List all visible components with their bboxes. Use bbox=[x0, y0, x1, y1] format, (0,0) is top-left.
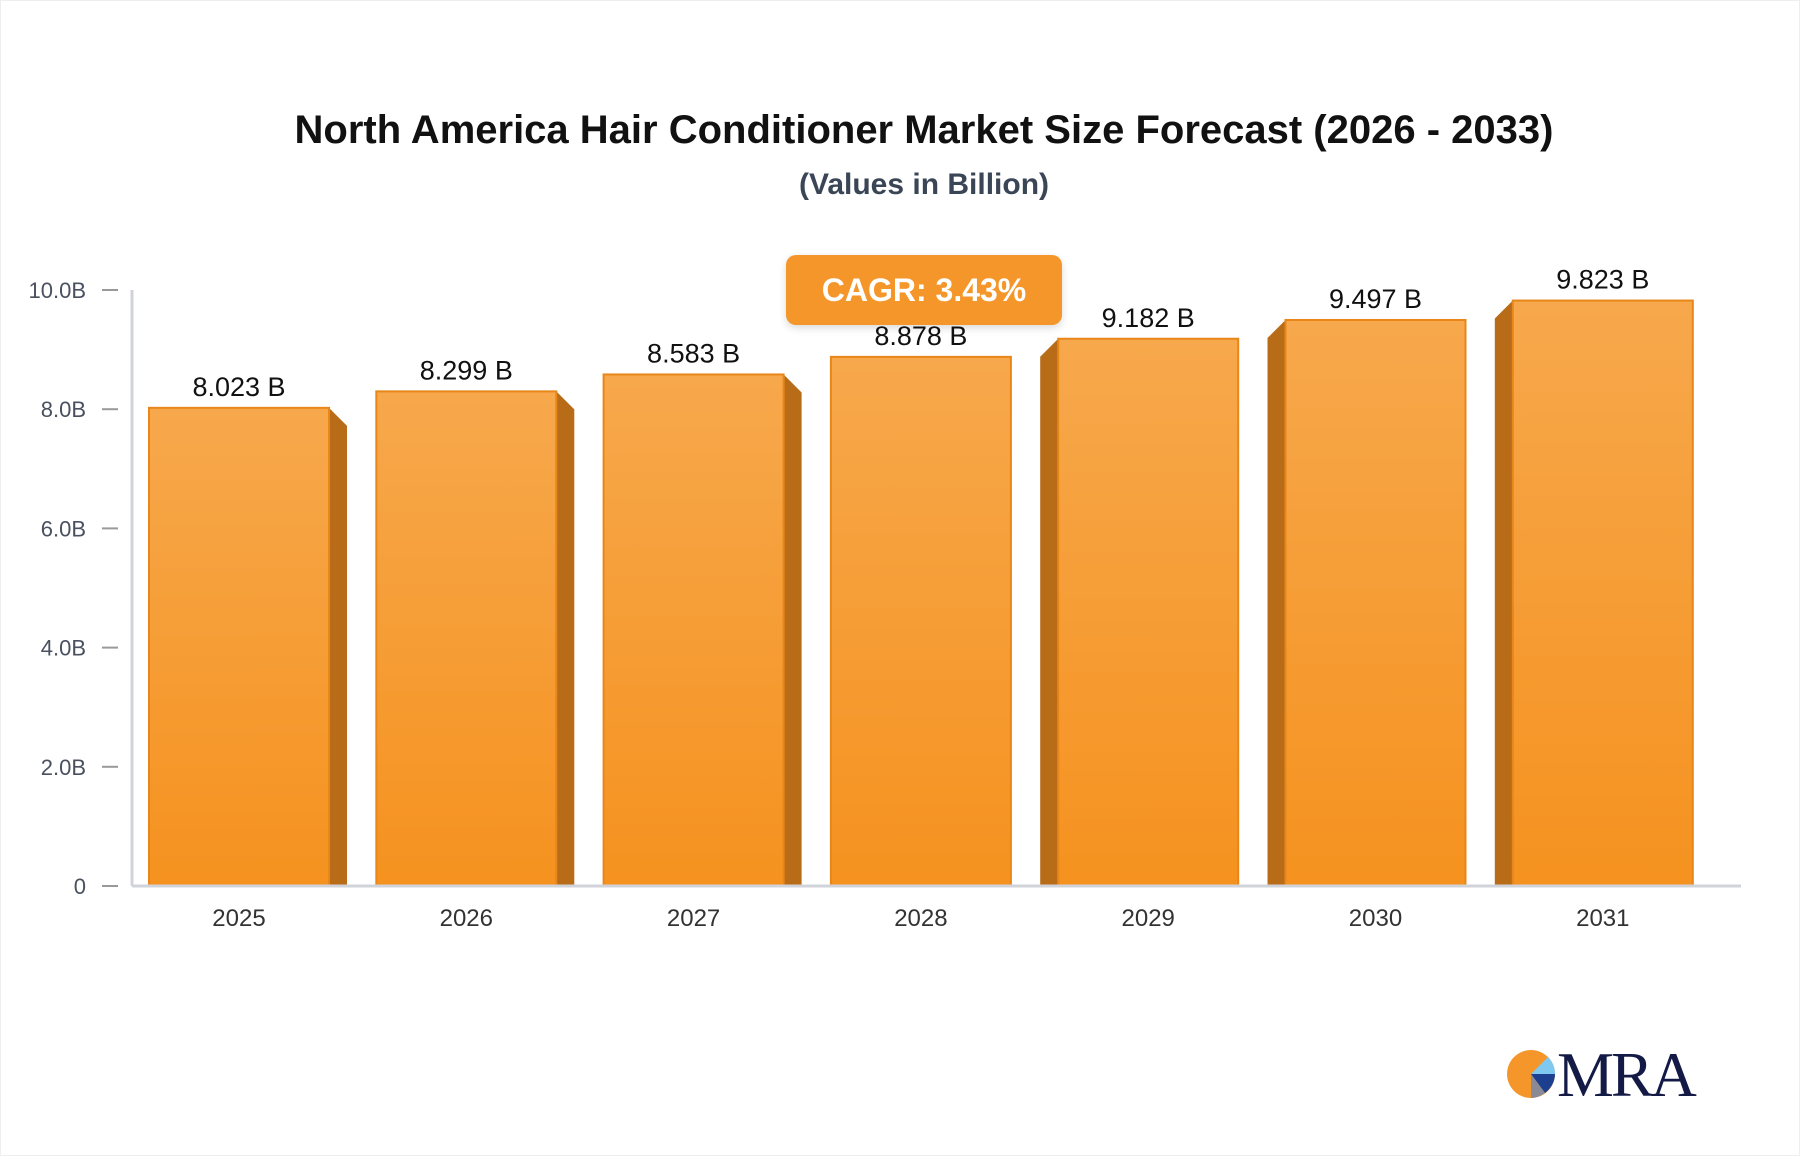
chart-subtitle: (Values in Billion) bbox=[798, 168, 1050, 201]
chart-title: North America Hair Conditioner Market Si… bbox=[294, 108, 1554, 152]
bar-side-face bbox=[1494, 300, 1513, 886]
data-label: 9.823 B bbox=[1556, 265, 1649, 295]
bar-side-face bbox=[1267, 319, 1286, 887]
data-label: 8.583 B bbox=[647, 338, 740, 368]
mra-logo: MRA bbox=[1505, 1039, 1697, 1110]
bar bbox=[375, 390, 558, 887]
x-tick-label: 2026 bbox=[440, 905, 493, 932]
bar bbox=[1057, 337, 1240, 887]
y-tick-label: 10.0B bbox=[29, 278, 87, 303]
x-tick-label: 2028 bbox=[894, 905, 947, 932]
bar bbox=[1284, 318, 1467, 887]
bar bbox=[602, 373, 785, 887]
data-label: 9.497 B bbox=[1329, 284, 1422, 314]
bar bbox=[829, 355, 1012, 887]
y-tick-label: 0 bbox=[74, 874, 86, 899]
y-tick-label: 4.0B bbox=[41, 636, 86, 661]
bar-side-face bbox=[556, 391, 575, 886]
bar bbox=[1511, 299, 1694, 887]
x-tick-label: 2027 bbox=[667, 905, 720, 932]
bar-side-face bbox=[1040, 338, 1059, 886]
y-tick-label: 6.0B bbox=[41, 516, 86, 541]
bar-side-face bbox=[329, 407, 347, 886]
data-label: 8.023 B bbox=[192, 372, 285, 402]
x-tick-label: 2030 bbox=[1349, 905, 1402, 932]
x-tick-label: 2025 bbox=[212, 905, 265, 932]
y-tick-label: 8.0B bbox=[41, 397, 86, 422]
logo-text: MRA bbox=[1557, 1039, 1697, 1110]
y-tick-label: 2.0B bbox=[41, 755, 86, 780]
data-label: 8.299 B bbox=[420, 355, 513, 385]
x-tick-label: 2031 bbox=[1576, 905, 1629, 932]
bar bbox=[148, 406, 330, 887]
pie-logo-icon bbox=[1507, 1050, 1556, 1098]
data-label: 8.878 B bbox=[874, 321, 967, 351]
data-label: 9.182 B bbox=[1102, 303, 1195, 333]
cagr-badge: CAGR: 3.43% bbox=[786, 255, 1062, 325]
bar-side-face bbox=[783, 374, 802, 886]
x-tick-label: 2029 bbox=[1122, 905, 1175, 932]
